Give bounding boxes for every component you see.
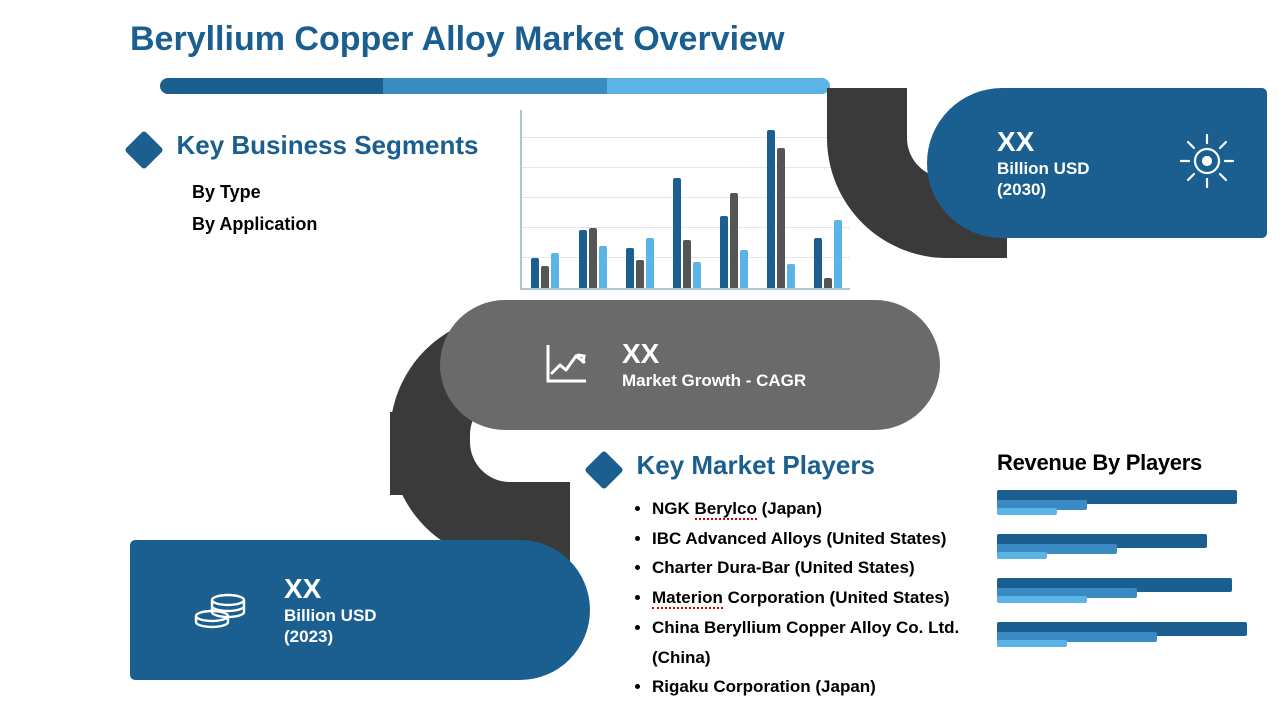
bar-group — [579, 228, 611, 288]
ribbon-2030-text: XX Billion USD(2030) — [997, 126, 1090, 201]
revenue-bars — [997, 490, 1257, 648]
value-2030: XX — [997, 126, 1090, 158]
revenue-row — [997, 578, 1257, 604]
ribbon-2023: XX Billion USD(2023) — [130, 540, 590, 680]
value-2023: XX — [284, 573, 377, 605]
unit-2030: Billion USD(2030) — [997, 158, 1090, 201]
segment-1 — [160, 78, 383, 94]
value-cagr: XX — [622, 338, 806, 370]
bar — [599, 246, 607, 288]
bar-group — [673, 178, 705, 288]
players-section: Key Market Players NGK Berylco (Japan)IB… — [590, 450, 990, 702]
bar — [636, 260, 644, 288]
lightbulb-icon — [1177, 131, 1237, 196]
player-item: Materion Corporation (United States) — [652, 583, 990, 613]
bar — [626, 248, 634, 288]
ribbon-cagr: XX Market Growth - CAGR — [440, 300, 940, 430]
bar — [824, 278, 832, 288]
player-item: IBC Advanced Alloys (United States) — [652, 524, 990, 554]
bar — [814, 238, 822, 288]
segments-header: Key Business Segments — [130, 130, 478, 164]
players-header: Key Market Players — [590, 450, 990, 484]
ribbon-2023-text: XX Billion USD(2023) — [284, 573, 377, 648]
bar — [720, 216, 728, 288]
revenue-bar — [997, 596, 1087, 603]
bar — [579, 230, 587, 288]
coins-icon — [190, 580, 254, 641]
line-chart-icon — [540, 335, 596, 396]
diamond-icon — [584, 450, 624, 490]
page-title: Beryllium Copper Alloy Market Overview — [130, 20, 784, 59]
player-item: NGK Berylco (Japan) — [652, 494, 990, 524]
bar-group — [720, 193, 752, 288]
segment-item: By Application — [192, 208, 478, 240]
bar — [730, 193, 738, 288]
player-item: China Beryllium Copper Alloy Co. Ltd. (C… — [652, 613, 990, 673]
player-item: Charter Dura-Bar (United States) — [652, 553, 990, 583]
bar — [589, 228, 597, 288]
bar — [777, 148, 785, 288]
players-list: NGK Berylco (Japan)IBC Advanced Alloys (… — [590, 494, 990, 702]
revenue-row — [997, 534, 1257, 560]
bar — [551, 253, 559, 288]
revenue-bar — [997, 552, 1047, 559]
player-item: Rigaku Corporation (Japan) — [652, 672, 990, 702]
revenue-bar — [997, 508, 1057, 515]
segment-item: By Type — [192, 176, 478, 208]
bar — [693, 262, 701, 288]
revenue-bar — [997, 640, 1067, 647]
bar — [531, 258, 539, 288]
revenue-section: Revenue By Players — [997, 450, 1257, 666]
unit-2023: Billion USD(2023) — [284, 605, 377, 648]
bar — [673, 178, 681, 288]
bar — [767, 130, 775, 288]
segment-bar — [160, 78, 830, 94]
diamond-icon — [124, 130, 164, 170]
bar — [646, 238, 654, 288]
players-title: Key Market Players — [636, 450, 874, 480]
bar-group — [814, 220, 846, 288]
ribbon-cagr-text: XX Market Growth - CAGR — [622, 338, 806, 391]
bar — [541, 266, 549, 288]
segments-section: Key Business Segments By Type By Applica… — [130, 130, 478, 241]
bar-group — [626, 238, 658, 288]
label-cagr: Market Growth - CAGR — [622, 370, 806, 391]
segments-title: Key Business Segments — [176, 130, 478, 160]
bar — [683, 240, 691, 288]
bar-chart — [520, 110, 850, 290]
revenue-row — [997, 490, 1257, 516]
segment-3 — [607, 78, 830, 94]
bar-group — [531, 253, 563, 288]
revenue-title: Revenue By Players — [997, 450, 1257, 476]
segments-list: By Type By Application — [192, 176, 478, 241]
bar — [787, 264, 795, 288]
bar — [834, 220, 842, 288]
revenue-row — [997, 622, 1257, 648]
bar-group — [767, 130, 799, 288]
bar — [740, 250, 748, 288]
segment-2 — [383, 78, 606, 94]
ribbon-2030: XX Billion USD(2030) — [927, 88, 1267, 238]
